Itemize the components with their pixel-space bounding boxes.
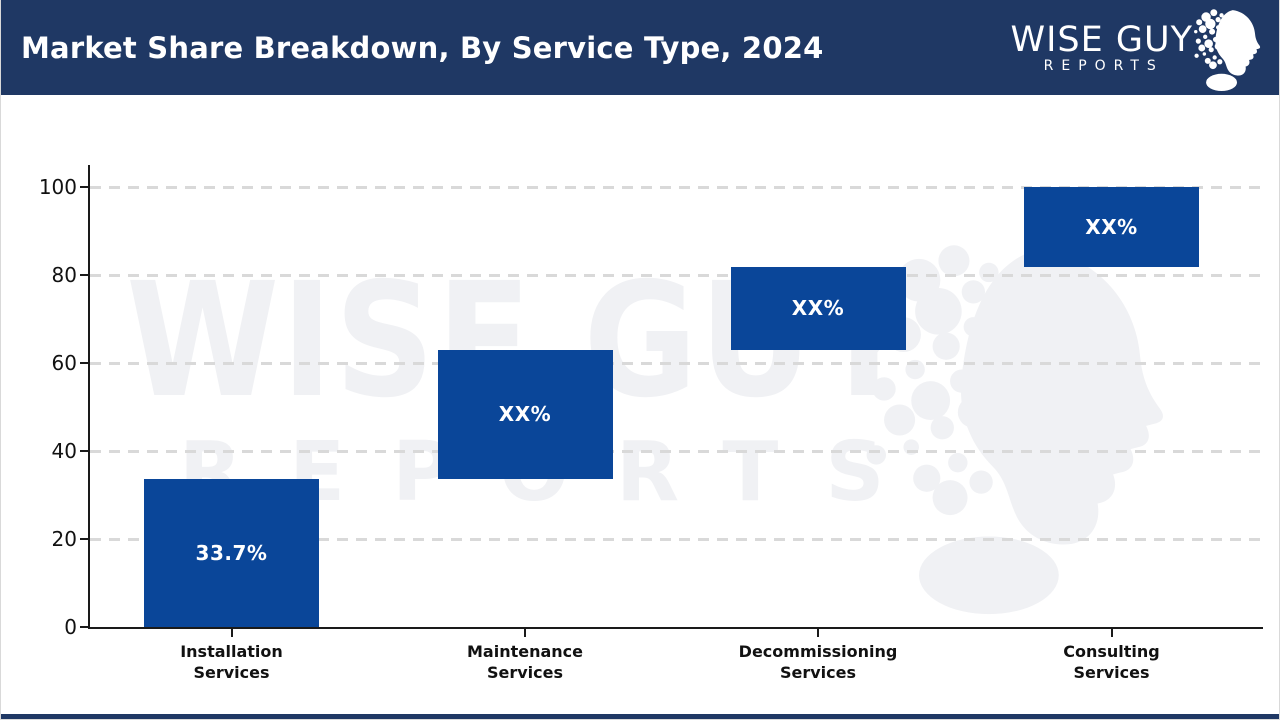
x-tickmark-1 <box>524 629 526 637</box>
gridline-40 <box>90 449 1263 453</box>
bar-value-label: XX% <box>791 296 845 321</box>
gridline-80 <box>90 273 1263 277</box>
x-tickmark-3 <box>1110 629 1113 637</box>
category-line1: Decommissioning <box>738 642 898 661</box>
y-tick-label-60: 60 <box>51 351 77 375</box>
category-line2: Services <box>779 663 857 682</box>
category-line2: Services <box>486 663 564 682</box>
bar-maintenance: XX% <box>437 349 613 479</box>
gridline-60 <box>90 361 1263 365</box>
brand-subtitle: REPORTS <box>1043 57 1164 74</box>
header-bar: Market Share Breakdown, By Service Type,… <box>1 0 1279 95</box>
category-line2: Services <box>1073 663 1150 682</box>
y-tick-label-40: 40 <box>51 439 77 463</box>
brand-logo-text: WISE GUY REPORTS <box>1010 22 1193 74</box>
footer-bar <box>1 714 1279 719</box>
bar-consulting: XX% <box>1024 187 1199 268</box>
y-tickmark-0 <box>80 626 88 628</box>
chart-title: Market Share Breakdown, By Service Type,… <box>21 30 824 65</box>
category-line1: Consulting <box>1063 642 1160 661</box>
x-tick-label-1: Maintenance Services <box>400 641 650 683</box>
y-tickmark-60 <box>80 362 88 364</box>
x-axis-line <box>88 627 1263 629</box>
brand-name: WISE GUY <box>1010 19 1193 60</box>
y-tickmark-20 <box>80 538 88 540</box>
gridline-20 <box>90 537 1263 541</box>
x-tick-label-0: Installation Services <box>107 641 357 683</box>
category-line2: Services <box>193 663 270 682</box>
bar-decommissioning: XX% <box>730 267 906 350</box>
logo-head-icon <box>1194 8 1261 91</box>
y-tick-label-80: 80 <box>51 263 77 287</box>
category-line1: Installation <box>180 642 283 661</box>
y-axis-line <box>88 165 90 629</box>
y-tick-label-0: 0 <box>64 615 77 639</box>
y-tickmark-100 <box>80 186 88 188</box>
category-line1: Maintenance <box>466 642 583 661</box>
gridline-100 <box>90 185 1263 189</box>
y-tickmark-80 <box>80 274 88 276</box>
x-tick-label-3: Consulting Services <box>987 641 1237 683</box>
x-tickmark-0 <box>230 629 233 637</box>
bar-installation: 33.7% <box>144 478 319 627</box>
bar-value-label: 33.7% <box>195 540 268 565</box>
bar-value-label: XX% <box>498 402 552 427</box>
x-tick-label-2: Decommissioning Services <box>693 641 943 683</box>
x-tickmark-2 <box>817 629 819 637</box>
y-tickmark-40 <box>80 450 88 452</box>
y-tick-label-100: 100 <box>38 175 77 199</box>
brand-logo: WISE GUY REPORTS <box>1010 5 1279 91</box>
bar-value-label: XX% <box>1085 215 1138 240</box>
y-tick-label-20: 20 <box>51 527 77 551</box>
